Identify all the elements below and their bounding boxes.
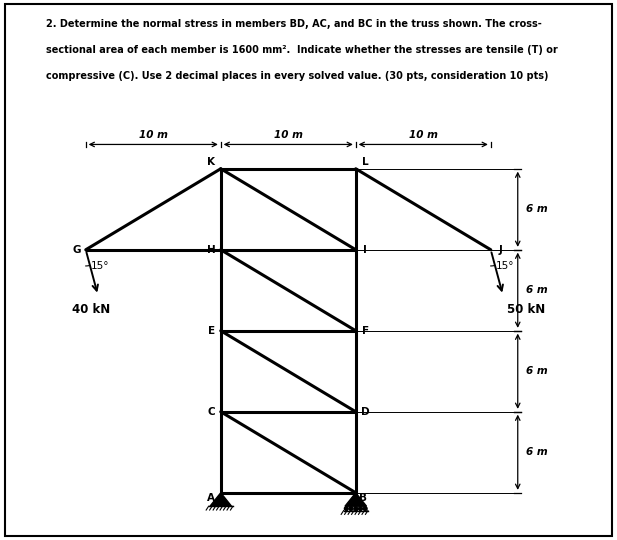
Polygon shape <box>345 492 366 507</box>
Circle shape <box>349 507 353 511</box>
Text: 50 kN: 50 kN <box>507 303 545 316</box>
Text: G: G <box>72 245 81 255</box>
Circle shape <box>354 507 358 511</box>
Text: F: F <box>362 326 369 336</box>
Text: 6 m: 6 m <box>526 366 547 376</box>
Text: D: D <box>361 407 370 417</box>
Text: E: E <box>208 326 215 336</box>
Text: compressive (C). Use 2 decimal places in every solved value. (30 pts, considerat: compressive (C). Use 2 decimal places in… <box>46 71 549 81</box>
Text: 10 m: 10 m <box>139 130 168 140</box>
Text: 6 m: 6 m <box>526 447 547 457</box>
Text: L: L <box>362 157 368 167</box>
Text: B: B <box>358 493 366 503</box>
Text: 40 kN: 40 kN <box>72 303 110 316</box>
Text: sectional area of each member is 1600 mm².  Indicate whether the stresses are te: sectional area of each member is 1600 mm… <box>46 45 558 55</box>
Text: 10 m: 10 m <box>274 130 303 140</box>
Text: K: K <box>207 157 215 167</box>
Text: 15°: 15° <box>496 261 515 271</box>
Text: 10 m: 10 m <box>409 130 437 140</box>
Text: 2. Determine the normal stress in members BD, AC, and BC in the truss shown. The: 2. Determine the normal stress in member… <box>46 19 542 29</box>
Text: H: H <box>207 245 216 255</box>
Circle shape <box>363 507 367 511</box>
Polygon shape <box>210 492 231 507</box>
Text: I: I <box>363 245 367 255</box>
Text: C: C <box>207 407 215 417</box>
Text: 6 m: 6 m <box>526 285 547 295</box>
Circle shape <box>344 507 348 511</box>
Circle shape <box>358 507 362 511</box>
Text: A: A <box>207 493 215 503</box>
Text: 6 m: 6 m <box>526 204 547 214</box>
Text: 15°: 15° <box>91 261 110 271</box>
Text: J: J <box>499 245 502 255</box>
